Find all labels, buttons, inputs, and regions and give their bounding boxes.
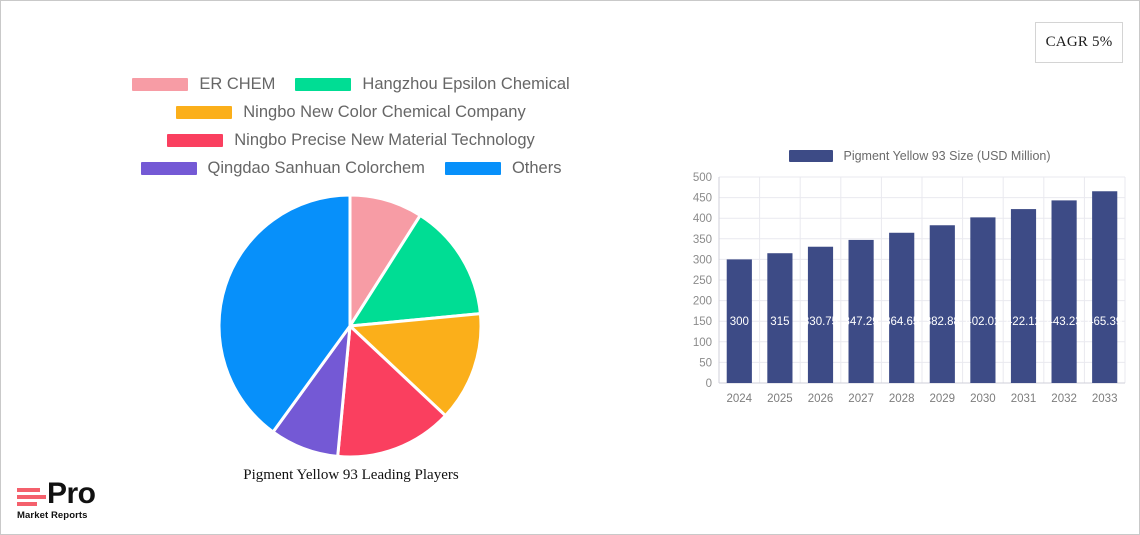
bar-value-label: 300 xyxy=(730,316,749,328)
pie-slice[interactable] xyxy=(347,213,483,328)
bar-value-label: 330.75 xyxy=(803,316,838,328)
legend-item-ningbo-precise-new-material-technology[interactable]: Ningbo Precise New Material Technology xyxy=(167,131,535,150)
x-axis-tick-label: 2029 xyxy=(930,393,956,405)
legend-item-others[interactable]: Others xyxy=(444,158,562,178)
cagr-badge-label: CAGR 5% xyxy=(1045,34,1113,50)
pie-legend-row: ER CHEM Hangzhou Epsilon Chemical xyxy=(61,73,641,95)
bar-value-label: 443.23 xyxy=(1047,316,1082,328)
pie-chart xyxy=(217,193,483,459)
bar[interactable] xyxy=(970,217,996,383)
y-axis-tick-label: 450 xyxy=(693,193,712,205)
bar[interactable] xyxy=(929,225,955,383)
bar-value-label: 364.65 xyxy=(884,316,919,328)
legend-label: Ningbo Precise New Material Technology xyxy=(234,130,535,149)
pie-chart-caption: Pigment Yellow 93 Leading Players xyxy=(243,467,459,483)
pie-legend-row: Ningbo New Color Chemical Company xyxy=(61,101,641,123)
bar-value-label: 347.29 xyxy=(844,316,879,328)
legend-swatch-icon xyxy=(295,77,352,91)
legend-label: Qingdao Sanhuan Colorchem xyxy=(207,158,425,177)
pie-slice[interactable] xyxy=(346,312,483,418)
bar-chart-legend-label: Pigment Yellow 93 Size (USD Million) xyxy=(843,149,1051,163)
legend-swatch-icon xyxy=(140,161,197,175)
bar-value-label: 402.02 xyxy=(965,316,1000,328)
logo-mark: Pro xyxy=(17,477,107,509)
legend-label: Hangzhou Epsilon Chemical xyxy=(362,74,570,93)
y-axis-tick-label: 200 xyxy=(693,296,712,308)
logo-tagline: Market Reports xyxy=(17,510,88,521)
logo-wordmark: Pro xyxy=(47,477,96,510)
bar-chart-plot: 0 50 100 150 200 250 300 350 400 450 500 300 2024 315… xyxy=(685,171,1131,415)
legend-swatch-icon xyxy=(444,161,501,175)
legend-item-hangzhou-epsilon-chemical[interactable]: Hangzhou Epsilon Chemical xyxy=(295,74,570,94)
x-axis-tick-label: 2026 xyxy=(808,393,834,405)
bar[interactable] xyxy=(889,232,915,383)
bar[interactable] xyxy=(807,246,834,383)
y-axis-tick-label: 0 xyxy=(706,378,712,390)
legend-item-qingdao-sanhuan-colorchem[interactable]: Qingdao Sanhuan Colorchem xyxy=(140,158,425,178)
y-axis-tick-label: 50 xyxy=(699,357,712,369)
x-axis-tick-label: 2030 xyxy=(970,393,996,405)
legend-item-ningbo-new-color-chemical-company[interactable]: Ningbo New Color Chemical Company xyxy=(176,102,526,122)
logo-bar-icon xyxy=(17,488,40,492)
y-axis-tick-label: 100 xyxy=(693,337,712,349)
x-axis-tick-label: 2028 xyxy=(889,393,915,405)
pie-legend-row: Ningbo Precise New Material Technology xyxy=(61,129,641,151)
bar[interactable] xyxy=(767,253,793,383)
bar[interactable] xyxy=(848,239,874,383)
bar-value-label: 422.12 xyxy=(1006,316,1041,328)
bar[interactable] xyxy=(1010,209,1037,383)
bar[interactable] xyxy=(1092,191,1118,383)
y-axis-tick-label: 250 xyxy=(693,275,712,287)
legend-swatch-icon xyxy=(132,77,189,91)
legend-swatch-icon xyxy=(789,150,834,162)
bar[interactable] xyxy=(1051,200,1077,383)
pie-chart-svg xyxy=(217,193,483,459)
pie-slice[interactable] xyxy=(336,322,448,459)
legend-swatch-icon xyxy=(176,105,233,119)
legend-label: ER CHEM xyxy=(199,74,276,93)
y-axis-tick-label: 150 xyxy=(693,316,712,328)
pro-market-reports-logo: Pro Market Reports xyxy=(17,477,107,523)
bar-chart-svg: 0 50 100 150 200 250 300 350 400 450 500 300 2024 315… xyxy=(693,172,1126,405)
y-axis-tick-label: 350 xyxy=(693,234,712,246)
pie-legend: ER CHEM Hangzhou Epsilon Chemical Ningbo… xyxy=(61,73,641,185)
y-axis-tick-label: 300 xyxy=(693,254,712,266)
x-axis-tick-label: 2024 xyxy=(727,393,753,405)
bar-value-label: 465.39 xyxy=(1087,316,1122,328)
x-axis-tick-label: 2027 xyxy=(848,393,874,405)
legend-label: Ningbo New Color Chemical Company xyxy=(243,102,526,121)
x-axis-tick-label: 2033 xyxy=(1092,393,1118,405)
y-axis-tick-label: 500 xyxy=(693,172,712,184)
legend-item-er-chem[interactable]: ER CHEM xyxy=(132,75,275,94)
x-axis-tick-label: 2031 xyxy=(1011,393,1037,405)
logo-bar-icon xyxy=(17,502,37,506)
bar[interactable] xyxy=(726,259,752,383)
cagr-badge: CAGR 5% xyxy=(1035,22,1123,63)
y-axis-tick-label: 400 xyxy=(693,213,712,225)
legend-swatch-icon xyxy=(167,133,224,147)
bar-chart-panel: Pigment Yellow 93 Size (USD Million) 0 50… xyxy=(685,145,1131,415)
bar-value-label: 382.88 xyxy=(925,316,960,328)
pie-legend-row: Qingdao Sanhuan Colorchem Others xyxy=(61,157,641,179)
logo-bars-icon xyxy=(17,488,46,509)
pie-slice[interactable] xyxy=(217,193,352,435)
bar-value-label: 315 xyxy=(770,316,789,328)
x-axis-tick-label: 2032 xyxy=(1051,393,1077,405)
bar-chart-legend: Pigment Yellow 93 Size (USD Million) xyxy=(709,145,1131,167)
x-axis-tick-label: 2025 xyxy=(767,393,793,405)
legend-label: Others xyxy=(511,158,562,177)
logo-bar-icon xyxy=(17,495,46,499)
